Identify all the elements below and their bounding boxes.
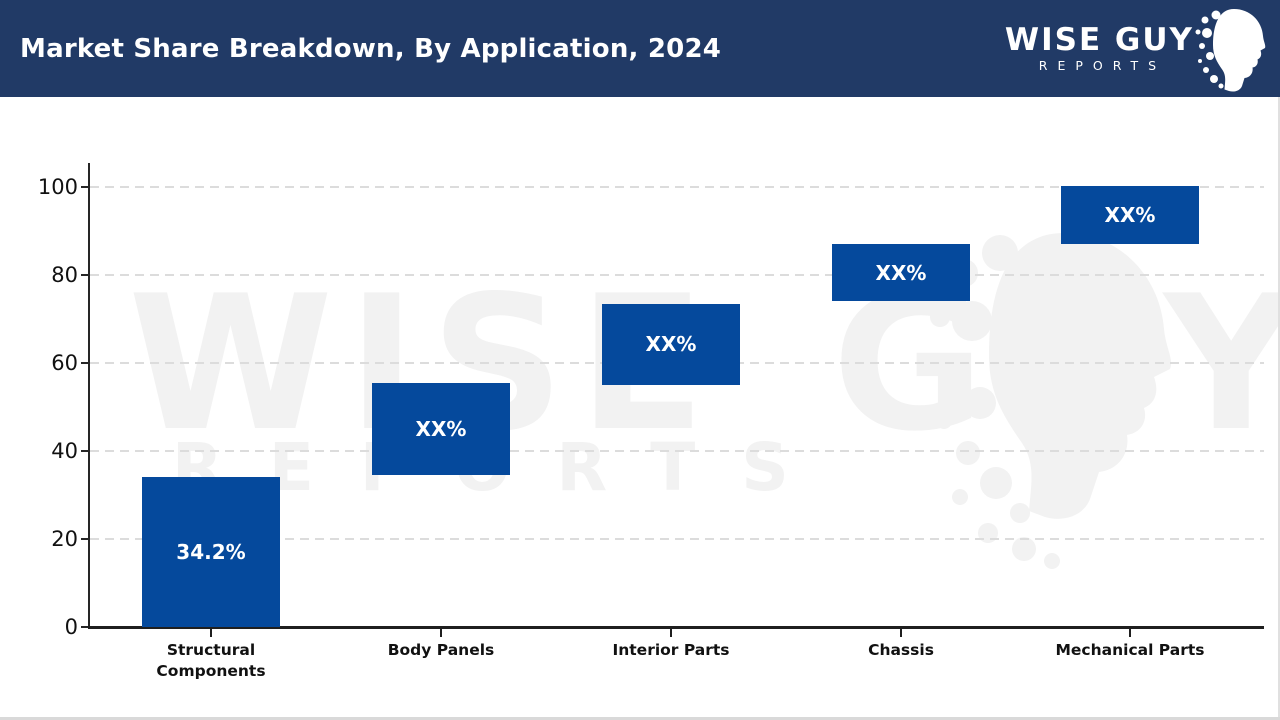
x-axis-line — [88, 626, 1264, 629]
bar-mechanical-parts — [1061, 186, 1199, 245]
page-bottom-border — [0, 717, 1280, 720]
x-category-label: Structural Components — [156, 641, 266, 680]
y-tick-label: 20 — [51, 527, 78, 551]
y-axis-line — [88, 163, 90, 629]
x-category-label: Mechanical Parts — [1055, 641, 1205, 659]
page-right-border — [1278, 97, 1280, 717]
x-tick-mark — [210, 629, 212, 637]
plot-area: 0 20 40 60 80 100 34.2% Structural Components XX… — [0, 97, 1280, 717]
chart-canvas: WISE GUY REPORTS 02040608010034.2%Struct… — [0, 97, 1280, 717]
x-tick-mark — [1129, 629, 1131, 637]
x-category-label: Chassis — [868, 641, 934, 659]
wiseguy-logo: WISE GUY REPORTS — [1005, 6, 1266, 92]
y-tick-label: 0 — [64, 615, 78, 639]
bar-value-label: 34.2% — [176, 539, 246, 564]
bar-value-label: XX% — [875, 260, 927, 285]
y-tick-mark — [81, 362, 90, 364]
y-tick-label: 40 — [51, 439, 78, 463]
bar-value-label: XX% — [645, 332, 697, 357]
gridline-40 — [90, 450, 1264, 452]
bar-chassis — [832, 244, 970, 302]
y-tick-mark — [81, 450, 90, 452]
bar-value-label: XX% — [415, 417, 467, 441]
watermark-head-icon — [930, 233, 1172, 569]
logo-subtitle: REPORTS — [1038, 58, 1167, 74]
y-tick-mark — [81, 626, 90, 628]
gridline-100 — [90, 186, 1264, 188]
bar-body-panels — [372, 382, 510, 476]
gridline-20 — [90, 538, 1264, 540]
bar-structural-components — [142, 476, 280, 627]
bar-interior-parts — [602, 303, 740, 385]
logo-wordmark: WISE GUY REPORTS — [1005, 24, 1194, 74]
y-tick-label: 80 — [51, 263, 78, 287]
y-tick-label: 60 — [51, 351, 78, 375]
x-category-label: Body Panels — [387, 641, 495, 659]
x-tick-mark — [440, 629, 442, 637]
y-tick-mark — [81, 538, 90, 540]
x-tick-mark — [670, 629, 672, 637]
y-tick-mark — [81, 186, 90, 188]
x-category-label: Interior Parts — [612, 641, 730, 659]
page-title: Market Share Breakdown, By Application, … — [20, 33, 722, 64]
y-tick-mark — [81, 274, 90, 276]
gridline-80 — [90, 274, 1264, 276]
logo-head-icon — [1195, 8, 1266, 92]
logo-name: WISE GUY — [1004, 21, 1194, 58]
header-bar: Market Share Breakdown, By Application, … — [0, 0, 1280, 97]
x-tick-mark — [900, 629, 902, 637]
y-tick-label: 100 — [37, 175, 78, 199]
bar-value-label: XX% — [1104, 203, 1156, 228]
